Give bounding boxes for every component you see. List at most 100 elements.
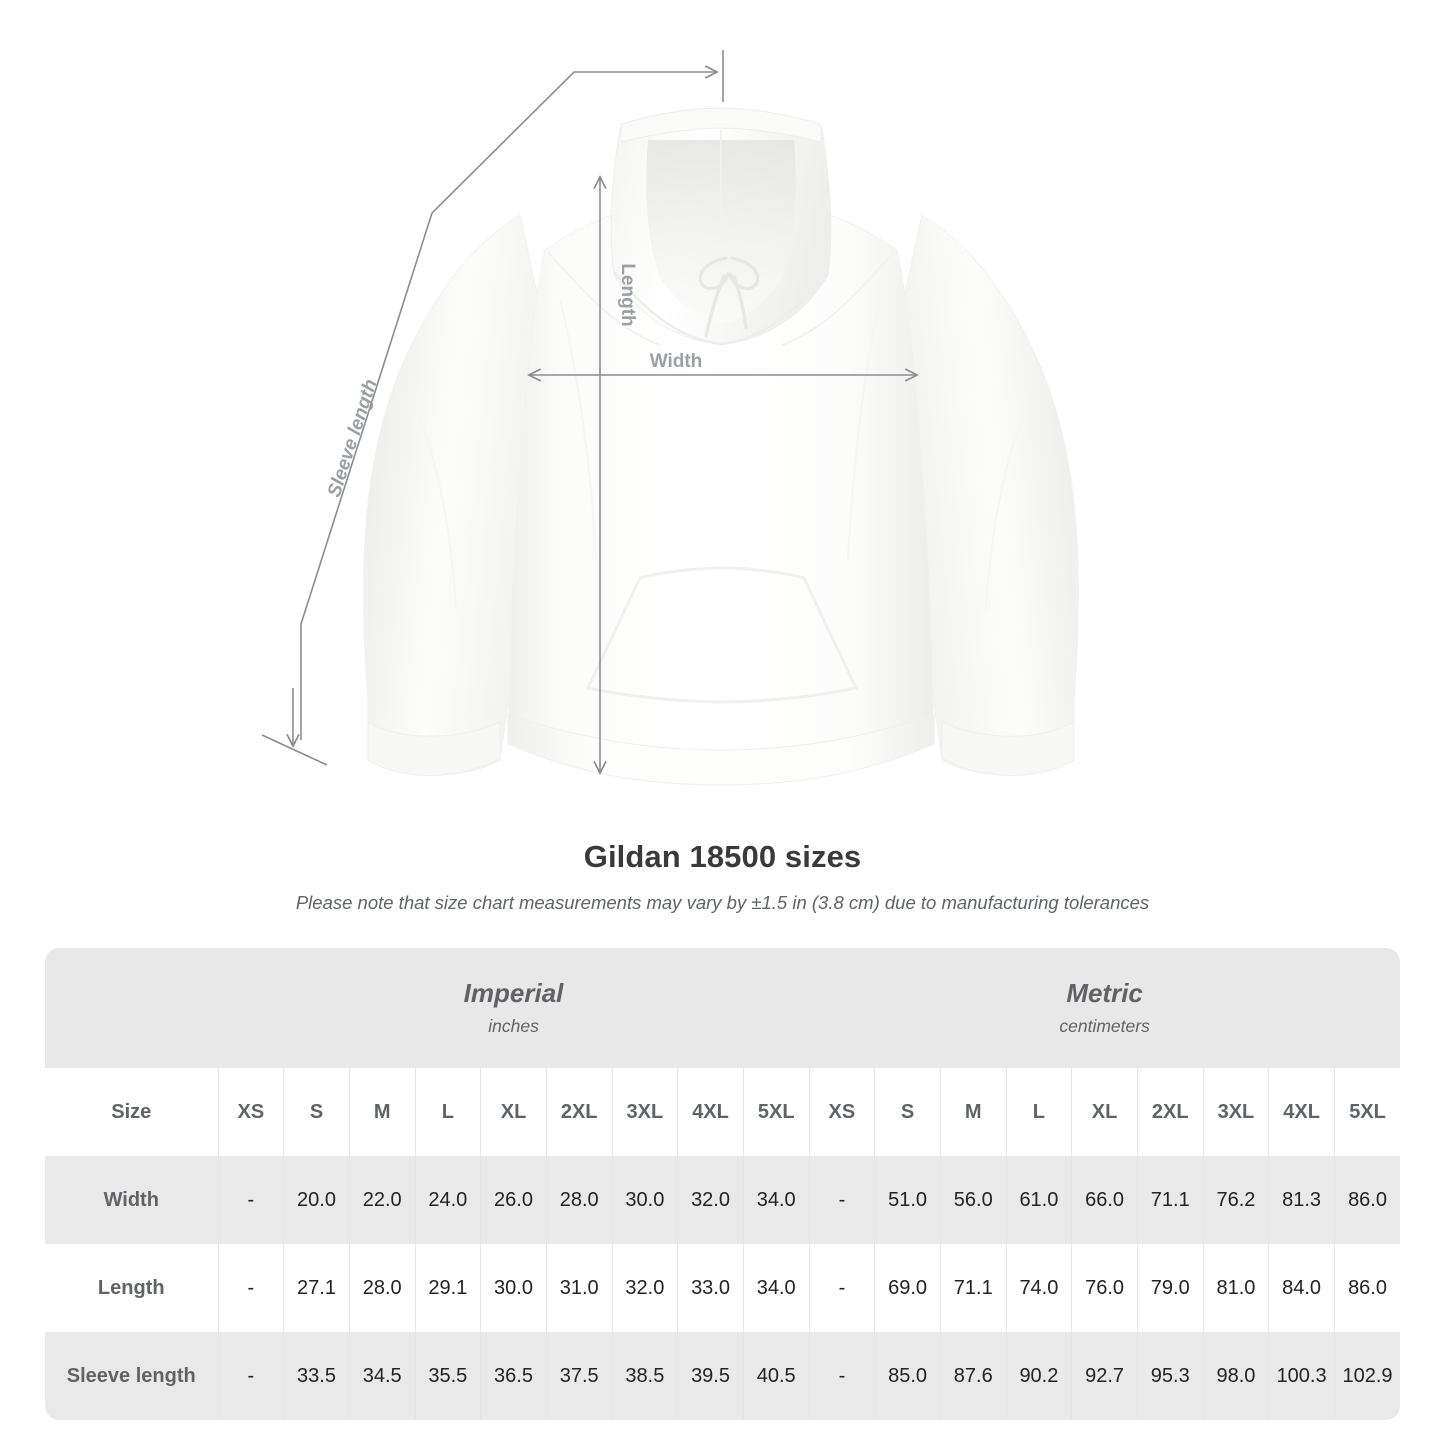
sleeve-dimension-line <box>300 72 716 740</box>
unit-group-imperial: Imperial inches <box>218 948 810 1068</box>
measurement-cell: - <box>808 1244 875 1332</box>
size-header-cell: 5XL <box>742 1068 810 1156</box>
measurement-cell: 85.0 <box>874 1332 941 1420</box>
measurement-cell: 32.0 <box>611 1244 678 1332</box>
size-chart-table: Imperial inches Metric centimeters Size … <box>45 948 1401 1420</box>
measurement-cell: 28.0 <box>348 1244 416 1332</box>
size-chart-table-container: Imperial inches Metric centimeters Size … <box>45 948 1401 1420</box>
size-header-label: Size <box>45 1068 218 1156</box>
size-header-cell: 5XL <box>1333 1068 1401 1156</box>
measurement-label: Sleeve length <box>45 1332 218 1420</box>
size-header-cell: XS <box>808 1068 875 1156</box>
measurement-cell: - <box>808 1156 875 1244</box>
measurement-cell: 102.9 <box>1333 1332 1401 1420</box>
measurement-cell: 92.7 <box>1071 1332 1138 1420</box>
size-header-cell: M <box>939 1068 1007 1156</box>
size-header-cell: S <box>283 1068 350 1156</box>
measurement-cell: 31.0 <box>545 1244 613 1332</box>
measurement-cell: 35.5 <box>414 1332 481 1420</box>
measurement-cell: 51.0 <box>874 1156 941 1244</box>
measurement-cell: 33.5 <box>283 1332 350 1420</box>
measurement-cell: 84.0 <box>1268 1244 1335 1332</box>
measurement-cell: 37.5 <box>545 1332 613 1420</box>
measurement-cell: 81.0 <box>1202 1244 1269 1332</box>
measurement-cell: 32.0 <box>677 1156 744 1244</box>
size-header-cell: 3XL <box>1202 1068 1269 1156</box>
size-header-cell: 3XL <box>611 1068 678 1156</box>
measurement-cell: - <box>808 1332 875 1420</box>
table-row: Sleeve length - 33.5 34.5 35.5 36.5 37.5… <box>45 1332 1401 1420</box>
hoodie-hood-top-channel <box>620 107 822 143</box>
width-dimension: Width <box>530 351 916 375</box>
measurement-cell: 87.6 <box>939 1332 1007 1420</box>
measurement-cell: 76.2 <box>1202 1156 1269 1244</box>
measurement-cell: 33.0 <box>677 1244 744 1332</box>
hoodie-kangaroo-pocket <box>585 566 859 704</box>
measurement-cell: 40.5 <box>742 1332 810 1420</box>
measurement-cell: 28.0 <box>545 1156 613 1244</box>
measurement-cell: 27.1 <box>283 1244 350 1332</box>
hoodie-right-cuff <box>941 721 1075 777</box>
width-label: Width <box>650 351 703 372</box>
measurement-cell: - <box>217 1156 284 1244</box>
hoodie-left-cuff <box>367 721 501 777</box>
measurement-cell: 24.0 <box>414 1156 481 1244</box>
length-label: Length <box>617 263 638 326</box>
hoodie-right-shoulder-seam <box>781 251 895 346</box>
length-dimension: Length <box>600 178 638 772</box>
hoodie-measurement-illustration: Sleeve length Length Width <box>261 50 1079 786</box>
size-header-cell: M <box>348 1068 416 1156</box>
size-header-cell: XS <box>217 1068 284 1156</box>
hoodie-hem-band <box>507 713 935 786</box>
measurement-cell: 86.0 <box>1333 1156 1401 1244</box>
measurement-cell: 86.0 <box>1333 1244 1401 1332</box>
measurement-cell: 95.3 <box>1136 1332 1204 1420</box>
size-header-cell: S <box>874 1068 941 1156</box>
hoodie-neckline <box>613 271 829 346</box>
unit-group-metric: Metric centimeters <box>809 948 1401 1068</box>
hoodie-artwork <box>363 107 1079 786</box>
measurement-label: Width <box>45 1156 218 1244</box>
sleeve-end-tick-bottom <box>261 734 328 766</box>
measurement-cell: 100.3 <box>1268 1332 1335 1420</box>
measurement-disclaimer: Please note that size chart measurements… <box>295 891 1150 913</box>
measurement-cell: 34.0 <box>742 1244 810 1332</box>
measurement-cell: 38.5 <box>611 1332 678 1420</box>
unit-group-imperial-name: Imperial <box>463 978 564 1009</box>
measurement-cell: 71.1 <box>1136 1156 1204 1244</box>
unit-group-metric-name: Metric <box>1066 978 1143 1009</box>
size-header-cell: 2XL <box>1136 1068 1204 1156</box>
unit-group-imperial-sub: inches <box>488 1015 539 1036</box>
measurement-cell: 76.0 <box>1071 1244 1138 1332</box>
measurement-cell: 20.0 <box>283 1156 350 1244</box>
measurement-cell: 30.0 <box>480 1244 547 1332</box>
measurement-cell: 69.0 <box>874 1244 941 1332</box>
measurement-cell: 90.2 <box>1005 1332 1072 1420</box>
measurement-cell: 81.3 <box>1268 1156 1335 1244</box>
measurement-cell: 56.0 <box>939 1156 1007 1244</box>
measurement-cell: 98.0 <box>1202 1332 1269 1420</box>
page-title: Gildan 18500 sizes <box>583 839 862 874</box>
measurement-cell: 79.0 <box>1136 1244 1204 1332</box>
unit-banner-row: Imperial inches Metric centimeters <box>45 948 1401 1068</box>
size-header-cell: XL <box>1071 1068 1138 1156</box>
measurement-cell: 39.5 <box>677 1332 744 1420</box>
unit-banner-spacer <box>45 948 218 1068</box>
table-row: Length - 27.1 28.0 29.1 30.0 31.0 32.0 3… <box>45 1244 1401 1332</box>
measurement-cell: 61.0 <box>1005 1156 1072 1244</box>
measurement-cell: 66.0 <box>1071 1156 1138 1244</box>
measurement-cell: 22.0 <box>348 1156 416 1244</box>
measurement-cell: - <box>217 1332 284 1420</box>
size-header-cell: 4XL <box>1268 1068 1335 1156</box>
size-header-cell: 2XL <box>545 1068 613 1156</box>
measurement-cell: 26.0 <box>480 1156 547 1244</box>
measurement-label: Length <box>45 1244 218 1332</box>
measurement-cell: 74.0 <box>1005 1244 1072 1332</box>
measurement-cell: - <box>217 1244 284 1332</box>
measurement-cell: 34.5 <box>348 1332 416 1420</box>
chart-heading-block: Gildan 18500 sizes Please note that size… <box>0 838 1445 915</box>
unit-group-metric-sub: centimeters <box>1059 1015 1150 1036</box>
size-header-row: Size XS S M L XL 2XL 3XL 4XL 5XL XS S M … <box>45 1068 1401 1156</box>
measurement-cell: 29.1 <box>414 1244 481 1332</box>
size-header-cell: 4XL <box>677 1068 744 1156</box>
